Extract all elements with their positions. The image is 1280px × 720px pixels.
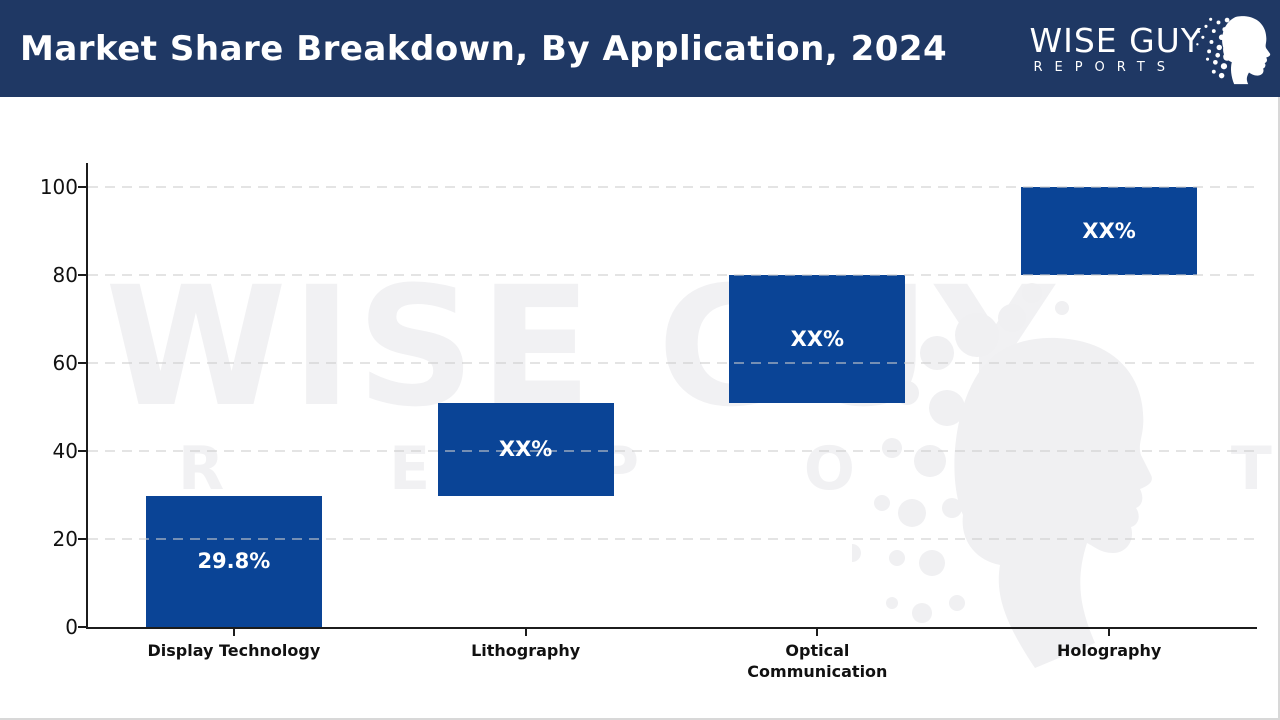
brand-logo: WISE GUY REPORTS	[1029, 6, 1274, 92]
chart-title: Market Share Breakdown, By Application, …	[20, 28, 948, 69]
bar-value-label: 29.8%	[197, 549, 271, 574]
x-tick-mark	[232, 629, 235, 636]
y-tick-label: 80	[52, 263, 78, 287]
y-tick-mark	[78, 538, 86, 540]
x-category-label: Optical Communication	[747, 641, 888, 681]
x-category-label: Holography	[1056, 641, 1162, 660]
x-category-label: Display Technology	[147, 641, 321, 660]
x-axis-line	[86, 627, 1257, 629]
bar	[437, 402, 614, 496]
y-tick-mark	[78, 626, 86, 628]
grid-line	[88, 362, 1255, 364]
brand-logo-text: WISE GUY REPORTS	[1029, 24, 1202, 74]
x-tick-mark	[1108, 629, 1111, 636]
y-axis-line	[86, 163, 88, 629]
grid-line	[88, 186, 1255, 188]
y-tick-mark	[78, 450, 86, 452]
wise-guy-head-icon	[1196, 15, 1271, 84]
chart-canvas: WISE GUY R E P O R T S 02040608010029.8%…	[0, 97, 1280, 720]
brand-name: WISE GUY	[1029, 20, 1202, 60]
x-tick-mark	[524, 629, 527, 636]
grid-line	[88, 450, 1255, 452]
grid-line	[88, 538, 1255, 540]
header-bar: Market Share Breakdown, By Application, …	[0, 0, 1280, 97]
y-tick-label: 0	[65, 615, 78, 639]
grid-line	[88, 274, 1255, 276]
y-tick-mark	[78, 274, 86, 276]
x-category-label: Lithography	[471, 641, 581, 660]
bar	[145, 495, 322, 627]
watermark-head-icon	[852, 283, 1152, 668]
x-tick-mark	[816, 629, 819, 636]
y-tick-label: 60	[52, 351, 78, 375]
bar-value-label: XX%	[498, 437, 553, 462]
y-tick-label: 100	[39, 175, 78, 199]
y-tick-mark	[78, 362, 86, 364]
bar	[1021, 187, 1198, 275]
bar	[729, 275, 906, 403]
bar-value-label: XX%	[1082, 219, 1136, 243]
y-tick-mark	[78, 186, 86, 188]
y-tick-label: 20	[52, 527, 78, 551]
y-tick-label: 40	[52, 439, 78, 463]
bar-value-label: XX%	[790, 326, 845, 351]
brand-subtitle: REPORTS	[1033, 59, 1178, 75]
